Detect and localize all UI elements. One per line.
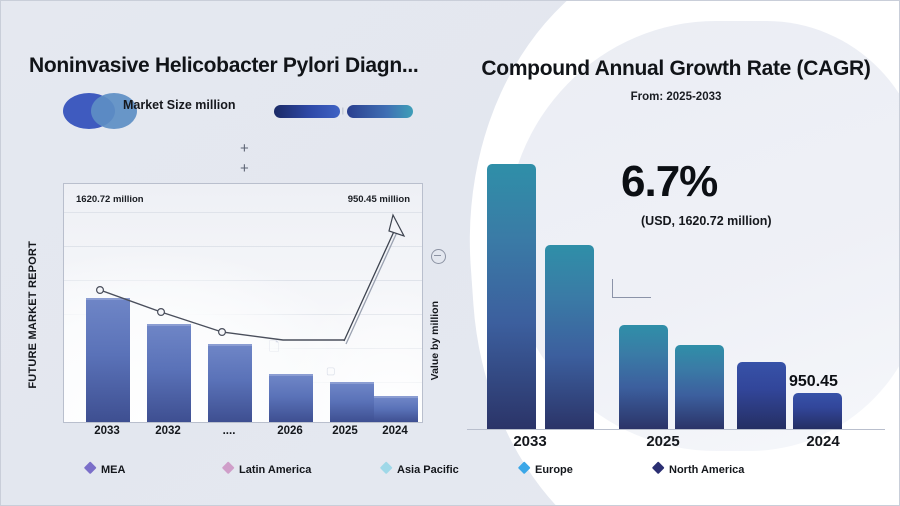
market-size-label: Market Size million: [123, 98, 236, 112]
legend-label: Asia Pacific: [397, 464, 459, 476]
right-panel-title: Compound Annual Growth Rate (CAGR): [481, 57, 871, 80]
left-chart-bar: [330, 382, 374, 422]
left-chart-x-label: ....: [222, 425, 236, 437]
cagr-note: (USD, 1620.72 million): [641, 214, 772, 228]
right-chart-tick: [612, 279, 651, 298]
left-chart-bar: [269, 374, 313, 422]
cagr-value: 6.7%: [621, 157, 718, 206]
right-chart-bar: [675, 345, 724, 429]
gradient-pill-primary: [274, 105, 340, 118]
right-chart-x-label: 2033: [513, 433, 547, 450]
legend-item-asia-pacific[interactable]: Asia Pacific: [379, 461, 459, 476]
legend-item-europe[interactable]: Europe: [517, 461, 573, 476]
right-chart-baseline: [467, 429, 885, 430]
legend-marker-icon: [517, 461, 531, 475]
left-chart-x-label: 2026: [277, 425, 303, 437]
left-chart-x-label: 2033: [94, 425, 120, 437]
legend-marker-icon: [221, 461, 235, 475]
left-chart-value-axis-label: Value by million: [429, 301, 441, 381]
right-chart-bar: [793, 393, 842, 429]
right-chart-data-label: 950.45: [789, 373, 838, 390]
legend-item-latin-america[interactable]: Latin America: [221, 461, 312, 476]
left-chart-bar: [86, 298, 130, 422]
watermark-icon: ▢: [326, 366, 336, 377]
left-chart-annotation-end: 950.45 million: [347, 194, 410, 205]
right-chart-bar: [737, 362, 786, 429]
brand-logo-icon: [63, 93, 137, 129]
left-chart-y-axis-label: FUTURE MARKET REPORT: [27, 241, 39, 389]
left-chart-bar: [374, 396, 418, 422]
right-chart-bar: [487, 164, 536, 429]
left-chart-annotation-start: 1620.72 million: [76, 194, 144, 205]
right-chart-bar: [619, 325, 668, 429]
legend-marker-icon: [379, 461, 393, 475]
plus-icon-top: +: [240, 140, 249, 157]
legend-label: MEA: [101, 464, 126, 476]
legend-label: Latin America: [239, 464, 312, 476]
watermark-icon: 🗋: [269, 339, 280, 354]
legend-label: Europe: [535, 464, 573, 476]
left-chart-x-label: 2032: [155, 425, 181, 437]
left-chart-x-label: 2025: [332, 425, 358, 437]
plus-icon-bottom: +: [240, 160, 249, 177]
legend-item-mea[interactable]: MEA: [83, 461, 126, 476]
legend: MEA Latin America Asia Pacific Europe No…: [71, 461, 831, 488]
gradient-pill-secondary: [347, 105, 413, 118]
left-panel-title: Noninvasive Helicobacter Pylori Diagn...: [29, 54, 419, 77]
legend-marker-icon: [651, 461, 665, 475]
right-chart-x-label: 2024: [806, 433, 840, 450]
right-panel-subtitle: From: 2025-2033: [630, 91, 722, 103]
legend-label: North America: [669, 464, 745, 476]
right-chart-x-label: 2025: [646, 433, 680, 450]
right-chart-bar: [545, 245, 594, 429]
legend-item-north-america[interactable]: North America: [651, 461, 745, 476]
right-chart-plot-area: [467, 151, 885, 429]
pill-separator: |: [342, 108, 344, 115]
legend-marker-icon: [83, 461, 97, 475]
minus-circle-icon: [431, 249, 446, 264]
left-chart-x-label: 2024: [382, 425, 408, 437]
left-chart-x-axis: 2033 2032 .... 2026 2025 2024: [63, 425, 421, 447]
left-chart-plot-area: 1620.72 million 950.45 million 🗋 ▢: [63, 183, 423, 423]
left-chart-bar: [147, 324, 191, 422]
left-chart-bar: [208, 344, 252, 422]
